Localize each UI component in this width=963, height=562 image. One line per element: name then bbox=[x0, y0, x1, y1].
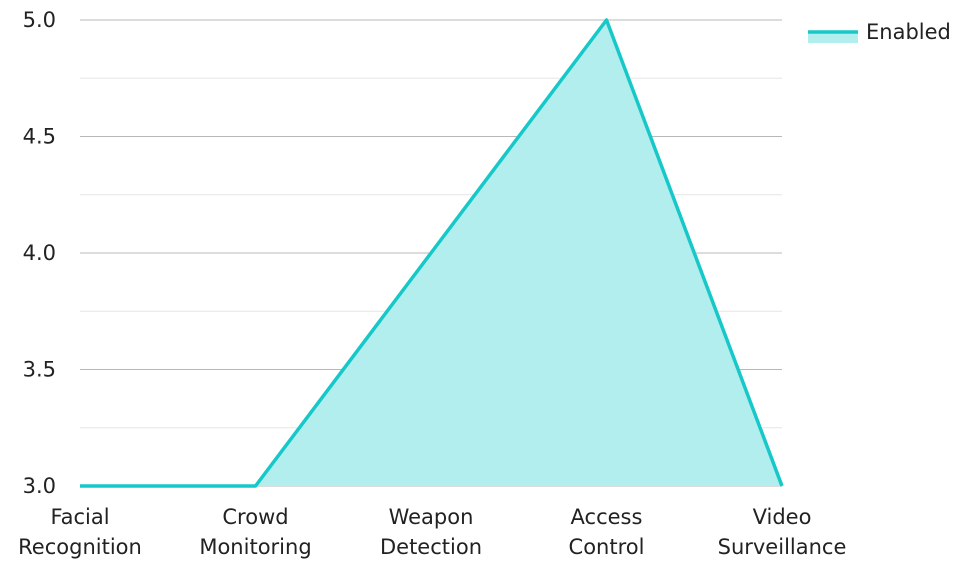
legend-label-enabled[interactable]: Enabled bbox=[866, 20, 951, 44]
legend[interactable]: Enabled bbox=[808, 20, 951, 44]
y-axis-ticks: 3.0 3.5 4.0 4.5 5.0 bbox=[23, 8, 56, 498]
y-tick-label: 3.0 bbox=[23, 474, 56, 498]
x-tick-label: Access Control bbox=[569, 505, 645, 559]
y-tick-label: 4.0 bbox=[23, 241, 56, 265]
x-tick-label: Video Surveillance bbox=[718, 505, 847, 559]
series-line-enabled bbox=[80, 18, 784, 488]
x-tick-label: Facial Recognition bbox=[18, 505, 142, 559]
y-tick-label: 3.5 bbox=[23, 358, 56, 382]
x-tick-label: Weapon Detection bbox=[380, 505, 482, 559]
x-axis-ticks: Facial Recognition Crowd Monitoring Weapon De… bbox=[18, 505, 846, 559]
x-tick-label: Crowd Monitoring bbox=[199, 505, 311, 559]
y-tick-label: 5.0 bbox=[23, 8, 56, 32]
y-tick-label: 4.5 bbox=[23, 125, 56, 149]
series-layer bbox=[80, 18, 784, 488]
legend-swatch[interactable] bbox=[808, 32, 858, 43]
